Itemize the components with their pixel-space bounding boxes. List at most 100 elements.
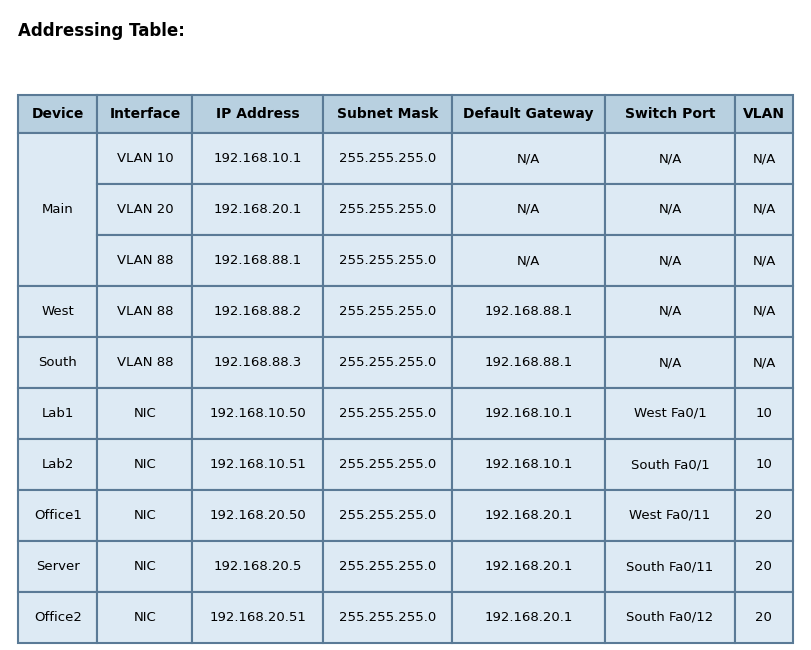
Text: 20: 20	[756, 509, 772, 522]
Text: N/A: N/A	[659, 305, 682, 318]
Bar	[735, 388, 793, 439]
Bar	[735, 541, 793, 592]
Bar	[192, 337, 323, 388]
Bar	[97, 388, 192, 439]
Bar	[452, 133, 605, 184]
Text: 255.255.255.0: 255.255.255.0	[339, 407, 436, 420]
Bar	[192, 541, 323, 592]
Bar	[605, 235, 735, 286]
Text: NIC: NIC	[134, 611, 157, 624]
Bar	[192, 388, 323, 439]
Text: 192.168.10.1: 192.168.10.1	[484, 407, 573, 420]
Bar	[452, 235, 605, 286]
Text: IP Address: IP Address	[216, 107, 299, 121]
Text: 255.255.255.0: 255.255.255.0	[339, 458, 436, 471]
Text: VLAN 88: VLAN 88	[117, 254, 174, 267]
Text: 192.168.10.1: 192.168.10.1	[213, 152, 302, 165]
Text: NIC: NIC	[134, 407, 157, 420]
Text: VLAN 10: VLAN 10	[117, 152, 174, 165]
Text: NIC: NIC	[134, 560, 157, 573]
Text: 192.168.88.1: 192.168.88.1	[484, 305, 573, 318]
Bar	[735, 235, 793, 286]
Bar	[452, 95, 605, 133]
Bar	[97, 286, 192, 337]
Text: N/A: N/A	[659, 356, 682, 369]
Text: Default Gateway: Default Gateway	[463, 107, 594, 121]
Bar	[18, 439, 97, 490]
Text: Device: Device	[32, 107, 84, 121]
Bar	[735, 439, 793, 490]
Bar	[605, 388, 735, 439]
Text: VLAN: VLAN	[743, 107, 785, 121]
Bar	[323, 490, 452, 541]
Text: 255.255.255.0: 255.255.255.0	[339, 152, 436, 165]
Text: Office1: Office1	[34, 509, 82, 522]
Text: N/A: N/A	[753, 152, 775, 165]
Text: 192.168.10.1: 192.168.10.1	[484, 458, 573, 471]
Bar	[452, 541, 605, 592]
Bar	[18, 541, 97, 592]
Bar	[452, 592, 605, 643]
Bar	[605, 439, 735, 490]
Text: Addressing Table:: Addressing Table:	[18, 22, 185, 40]
Bar	[97, 235, 192, 286]
Bar	[735, 337, 793, 388]
Bar	[323, 133, 452, 184]
Bar	[323, 95, 452, 133]
Text: N/A: N/A	[753, 356, 775, 369]
Bar	[97, 95, 192, 133]
Text: Lab2: Lab2	[41, 458, 74, 471]
Bar	[97, 541, 192, 592]
Bar	[18, 490, 97, 541]
Text: 255.255.255.0: 255.255.255.0	[339, 356, 436, 369]
Bar	[323, 184, 452, 235]
Text: 255.255.255.0: 255.255.255.0	[339, 305, 436, 318]
Text: 255.255.255.0: 255.255.255.0	[339, 254, 436, 267]
Bar	[605, 133, 735, 184]
Bar	[192, 490, 323, 541]
Bar	[18, 95, 97, 133]
Text: N/A: N/A	[659, 254, 682, 267]
Bar	[735, 592, 793, 643]
Text: N/A: N/A	[517, 203, 540, 216]
Bar	[192, 286, 323, 337]
Text: NIC: NIC	[134, 458, 157, 471]
Text: VLAN 20: VLAN 20	[117, 203, 174, 216]
Bar	[97, 439, 192, 490]
Text: 192.168.10.50: 192.168.10.50	[209, 407, 306, 420]
Text: South Fa0/1: South Fa0/1	[631, 458, 710, 471]
Text: South Fa0/11: South Fa0/11	[626, 560, 714, 573]
Bar	[605, 184, 735, 235]
Text: 20: 20	[756, 560, 772, 573]
Text: 10: 10	[756, 458, 772, 471]
Text: Server: Server	[36, 560, 79, 573]
Text: 255.255.255.0: 255.255.255.0	[339, 611, 436, 624]
Text: 192.168.20.1: 192.168.20.1	[484, 560, 573, 573]
Text: 192.168.88.3: 192.168.88.3	[213, 356, 302, 369]
Text: 255.255.255.0: 255.255.255.0	[339, 560, 436, 573]
Text: N/A: N/A	[753, 305, 775, 318]
Bar	[97, 592, 192, 643]
Text: Subnet Mask: Subnet Mask	[337, 107, 438, 121]
Text: N/A: N/A	[517, 254, 540, 267]
Bar	[192, 184, 323, 235]
Bar	[323, 235, 452, 286]
Bar	[735, 490, 793, 541]
Bar	[97, 184, 192, 235]
Text: N/A: N/A	[659, 152, 682, 165]
Bar	[323, 541, 452, 592]
Bar	[605, 490, 735, 541]
Bar	[192, 95, 323, 133]
Bar	[18, 388, 97, 439]
Text: N/A: N/A	[659, 203, 682, 216]
Bar	[452, 439, 605, 490]
Bar	[192, 133, 323, 184]
Text: 255.255.255.0: 255.255.255.0	[339, 509, 436, 522]
Bar	[192, 235, 323, 286]
Bar	[735, 133, 793, 184]
Bar	[452, 490, 605, 541]
Text: 192.168.20.1: 192.168.20.1	[484, 509, 573, 522]
Bar	[97, 337, 192, 388]
Text: 192.168.20.5: 192.168.20.5	[213, 560, 302, 573]
Text: Lab1: Lab1	[41, 407, 74, 420]
